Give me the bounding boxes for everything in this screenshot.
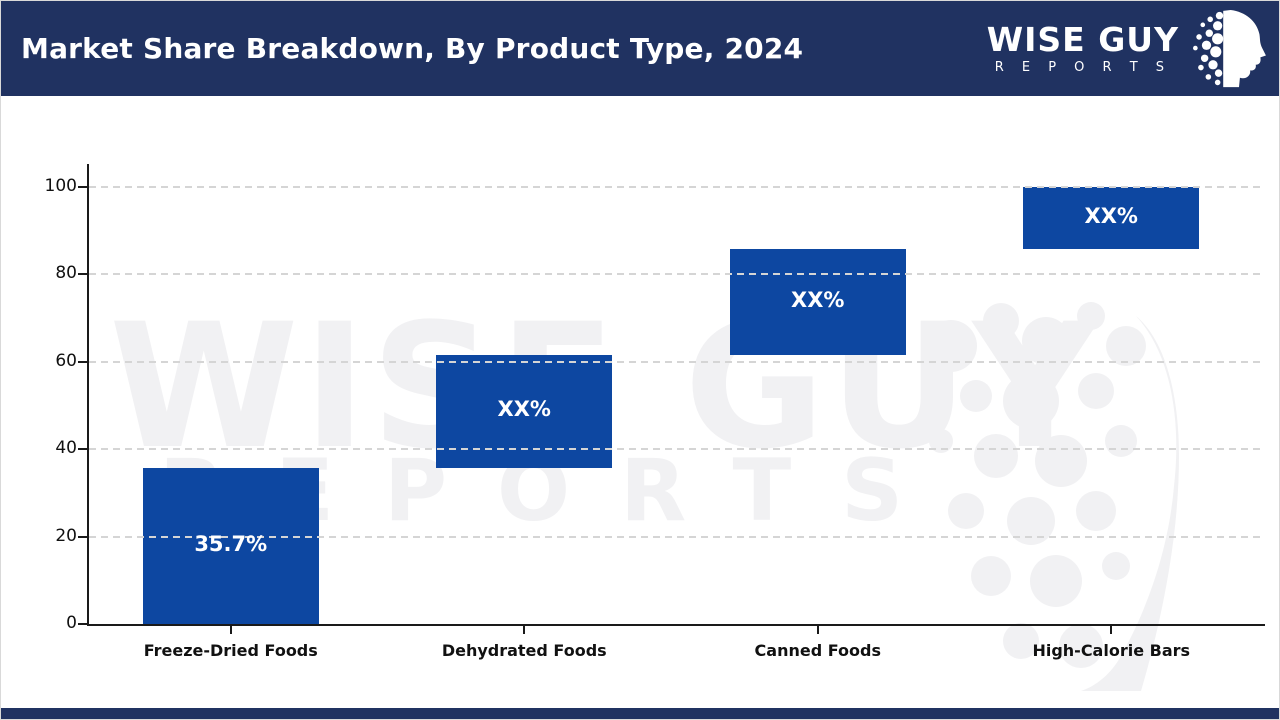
gridline-40 xyxy=(89,448,1263,450)
y-tick-label-20: 20 xyxy=(55,525,77,546)
y-tick-100 xyxy=(78,185,87,188)
header-band: Market Share Breakdown, By Product Type,… xyxy=(1,1,1279,96)
logo-wordmark: WISE GUY xyxy=(986,20,1179,59)
x-tick-4 xyxy=(1110,626,1113,634)
x-axis-line xyxy=(87,624,1265,626)
logo-subtitle: R E P O R T S xyxy=(994,60,1172,75)
x-category-label-4: High-Calorie Bars xyxy=(1032,641,1191,660)
y-tick-20 xyxy=(78,535,87,538)
y-tick-60 xyxy=(78,360,87,363)
x-tick-2 xyxy=(523,626,526,634)
logo-face-icon xyxy=(1193,10,1266,88)
y-tick-label-40: 40 xyxy=(55,438,77,458)
y-tick-80 xyxy=(78,273,87,275)
bar-value-label-4: XX% xyxy=(1084,203,1138,228)
wise-guy-reports-logo: WISE GUY R E P O R T S xyxy=(987,9,1269,89)
x-category-label-3: Canned Foods xyxy=(754,641,881,660)
chart-title: Market Share Breakdown, By Product Type,… xyxy=(21,32,804,65)
x-category-label-2: Dehydrated Foods xyxy=(441,641,607,660)
bar-3 xyxy=(729,248,906,355)
bar-4 xyxy=(1023,186,1200,249)
x-tick-3 xyxy=(816,626,819,634)
gridline-20 xyxy=(89,535,1263,538)
bar-value-label-3: XX% xyxy=(791,287,845,312)
logo-text: WISE GUY R E P O R T S xyxy=(987,22,1179,76)
watermark-face-icon xyxy=(925,302,1179,691)
plot-area: WISE GUY REPORTS 0 20 40 60 80 100 35.7% Freeze… xyxy=(1,96,1279,708)
gridline-60 xyxy=(89,360,1263,363)
y-tick-0 xyxy=(78,623,87,625)
x-tick-1 xyxy=(229,626,232,634)
footer-band xyxy=(1,708,1279,719)
y-tick-label-100: 100 xyxy=(44,175,77,196)
y-tick-label-0: 0 xyxy=(66,613,77,633)
y-tick-label-80: 80 xyxy=(55,263,77,283)
x-category-label-1: Freeze-Dried Foods xyxy=(143,641,318,660)
y-tick-label-60: 60 xyxy=(55,350,77,371)
bar-value-label-1: 35.7% xyxy=(194,531,268,556)
gridline-100 xyxy=(89,185,1263,188)
gridline-80 xyxy=(89,273,1263,275)
y-tick-40 xyxy=(78,448,87,450)
bar-value-label-2: XX% xyxy=(497,397,551,422)
y-axis-line xyxy=(87,164,89,626)
bar-1 xyxy=(142,467,319,624)
